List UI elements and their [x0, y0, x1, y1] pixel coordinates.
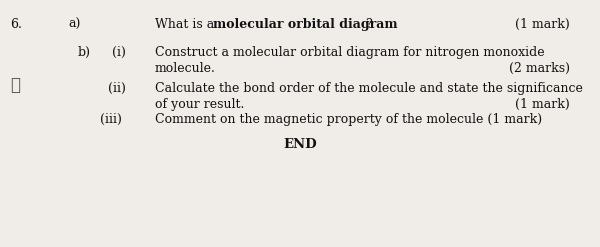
- Text: b): b): [78, 46, 91, 59]
- Text: of your result.: of your result.: [155, 98, 244, 111]
- Text: molecule.: molecule.: [155, 62, 216, 75]
- Text: ?: ?: [365, 18, 372, 31]
- Text: ⓐ: ⓐ: [10, 76, 20, 94]
- Text: Calculate the bond order of the molecule and state the significance: Calculate the bond order of the molecule…: [155, 82, 583, 95]
- Text: (iii): (iii): [100, 113, 122, 126]
- Text: a): a): [68, 18, 80, 31]
- Text: (1 mark): (1 mark): [515, 18, 570, 31]
- Text: molecular orbital diagram: molecular orbital diagram: [213, 18, 398, 31]
- Text: (2 marks): (2 marks): [509, 62, 570, 75]
- Text: (ii): (ii): [108, 82, 126, 95]
- Text: (i): (i): [112, 46, 126, 59]
- Text: END: END: [283, 138, 317, 151]
- Text: Comment on the magnetic property of the molecule (1 mark): Comment on the magnetic property of the …: [155, 113, 542, 126]
- Text: Construct a molecular orbital diagram for nitrogen monoxide: Construct a molecular orbital diagram fo…: [155, 46, 545, 59]
- Text: What is a: What is a: [155, 18, 218, 31]
- Text: 6.: 6.: [10, 18, 22, 31]
- Text: (1 mark): (1 mark): [515, 98, 570, 111]
